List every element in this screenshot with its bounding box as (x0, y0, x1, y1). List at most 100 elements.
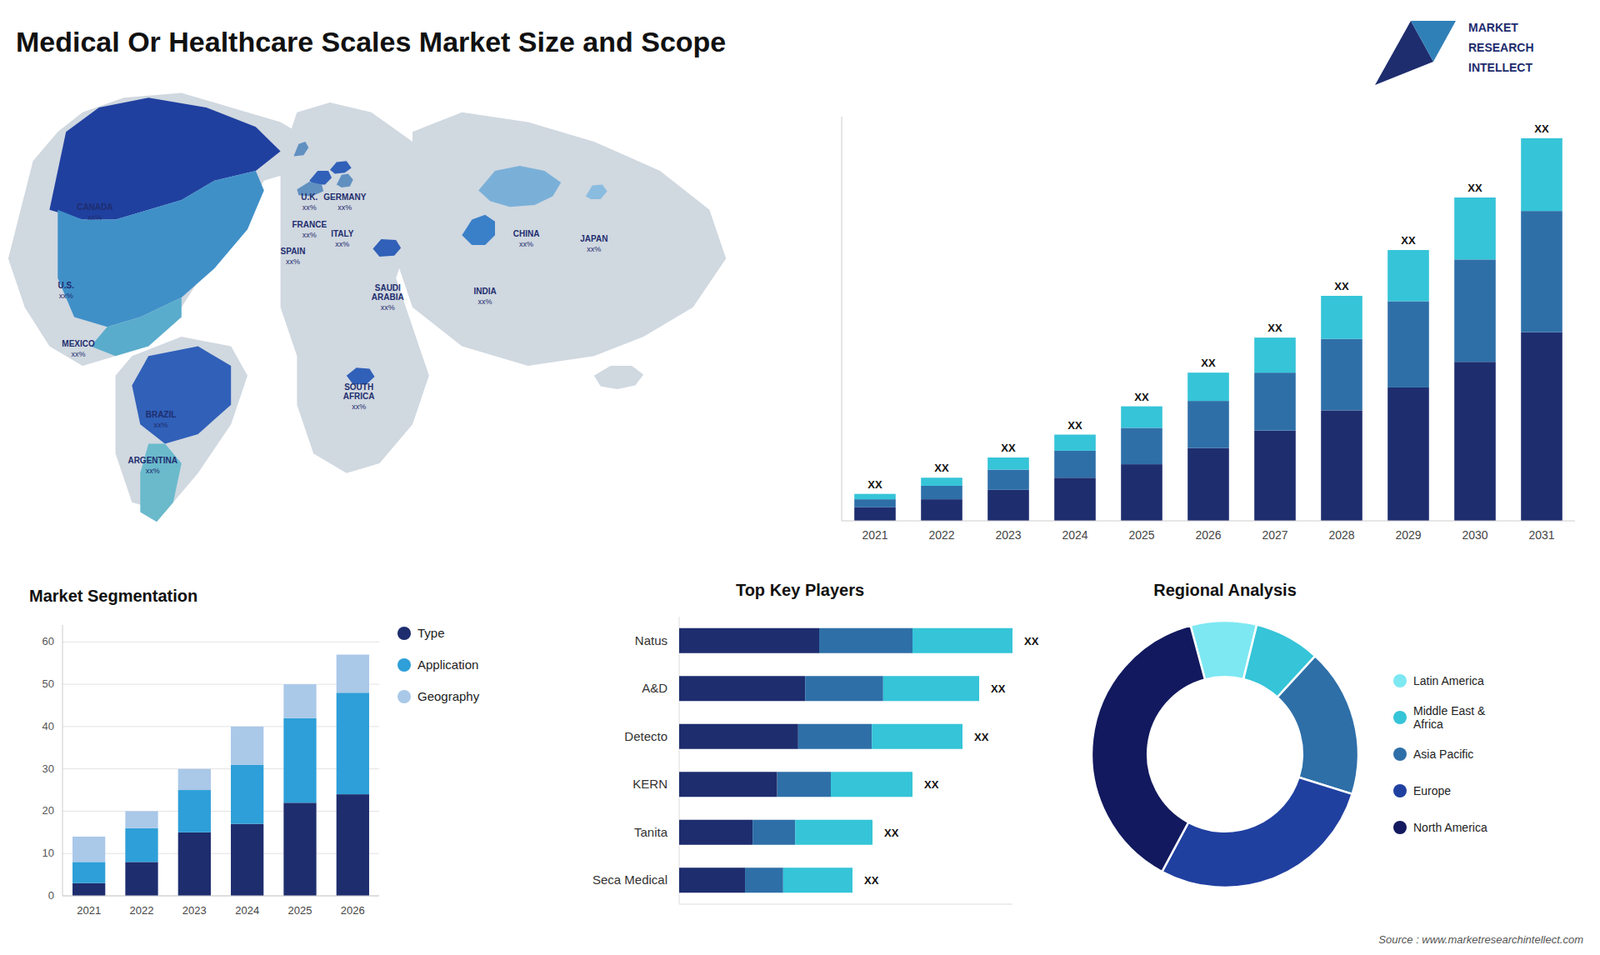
grid-line (62, 768, 380, 770)
country (330, 160, 352, 174)
bar (1387, 300, 1430, 387)
annotation: XX (990, 682, 1006, 695)
legend-marker (397, 626, 411, 640)
legend-label: Asia Pacific (1413, 747, 1474, 761)
bar (987, 490, 1030, 521)
bar (336, 655, 370, 694)
land (8, 92, 314, 366)
bar (1054, 477, 1096, 521)
bar (1520, 332, 1563, 521)
bar (819, 628, 913, 654)
bar (1054, 450, 1096, 478)
logo-text: RESEARCH (1468, 40, 1535, 55)
x-tick-label: 2026 (1195, 528, 1221, 542)
annotation: XX (1334, 280, 1350, 293)
bars (679, 628, 1013, 894)
bar-chart: 2021202220232024202520262027202820292030… (841, 116, 1575, 542)
bar (883, 675, 980, 701)
bar (1387, 250, 1430, 301)
country (57, 170, 264, 327)
x-tick-label: 2027 (1261, 528, 1288, 542)
text-line: SAUDI (375, 283, 401, 293)
annotation: XX (1024, 635, 1040, 648)
annotation: XX (1267, 321, 1283, 335)
bar (1187, 448, 1230, 521)
bar (1254, 430, 1296, 521)
x-tick-label: 2028 (1328, 528, 1355, 542)
y-tick-label: 40 (42, 720, 55, 733)
bar (679, 867, 745, 893)
bar (72, 836, 105, 862)
legend-label: North America (1413, 820, 1488, 835)
bar (1520, 138, 1563, 211)
bar (1187, 400, 1230, 449)
title: Top Key Players (735, 580, 865, 600)
text-line: ARABIA (371, 292, 405, 302)
bar (679, 675, 805, 701)
title: Medical Or Healthcare Scales Market Size… (15, 25, 726, 58)
bar (830, 771, 913, 797)
category-label: Natus (635, 633, 668, 648)
bar (230, 824, 264, 896)
grid-line (62, 895, 380, 897)
bar (1320, 295, 1363, 340)
country-label: U.K. (300, 192, 318, 202)
country-value: xx% (337, 203, 352, 212)
annotation: XX (974, 730, 990, 744)
country-value: xx% (145, 466, 160, 475)
bar (745, 867, 784, 893)
legend-marker (397, 690, 411, 704)
category-label: KERN (632, 776, 668, 791)
country (131, 346, 231, 445)
legend-marker (397, 658, 411, 672)
x-axis-line (841, 520, 1575, 522)
logo: MARKETRESEARCHINTELLECT (1375, 20, 1535, 85)
bar (1454, 259, 1496, 362)
bar (777, 771, 831, 797)
bar (230, 765, 264, 825)
y-tick-label: 60 (42, 635, 55, 648)
annotation: XX (1067, 419, 1083, 432)
logo-text: MARKET (1468, 20, 1519, 35)
legend: Latin AmericaMiddle East &AfricaAsia Pac… (1393, 674, 1488, 835)
grid-line (62, 810, 380, 812)
legend: TypeApplicationGeography (397, 625, 480, 704)
x-tick-label: 2023 (182, 904, 207, 917)
y-tick-label: 0 (48, 889, 55, 902)
bar (920, 499, 963, 521)
country (293, 141, 309, 157)
bar (854, 499, 896, 508)
bar (912, 628, 1013, 654)
country-value: xx% (519, 240, 534, 249)
bar (1120, 427, 1163, 465)
country (585, 184, 608, 200)
text-line: Africa (1413, 717, 1444, 731)
x-tick-label: 2025 (1128, 528, 1155, 542)
country-label: ARGENTINA (127, 455, 177, 465)
bar (178, 832, 211, 896)
bar (72, 883, 105, 896)
country-value: xx% (586, 245, 601, 254)
category-label: Seca Medical (592, 872, 668, 887)
annotation: XX (1000, 441, 1016, 455)
country-value: xx% (335, 240, 350, 249)
y-axis-line (679, 616, 680, 905)
country-label: JAPAN (580, 234, 608, 244)
country-label: INDIA (474, 286, 497, 296)
legend-marker (1393, 674, 1407, 688)
x-axis-line (679, 904, 1013, 905)
bar (752, 820, 795, 845)
land (594, 365, 644, 390)
title: Regional Analysis (1153, 580, 1297, 600)
country (373, 239, 402, 257)
bar (72, 861, 105, 883)
country-label: SPAIN (280, 246, 306, 256)
legend-label: Geography (417, 689, 480, 704)
country-value: xx% (351, 402, 366, 411)
bar (230, 726, 264, 765)
country-label: SAUDIARABIA (371, 283, 405, 302)
bar (679, 820, 753, 845)
bar (1120, 406, 1163, 429)
x-tick-label: 2023 (995, 528, 1021, 542)
country-label: CHINA (513, 229, 540, 239)
